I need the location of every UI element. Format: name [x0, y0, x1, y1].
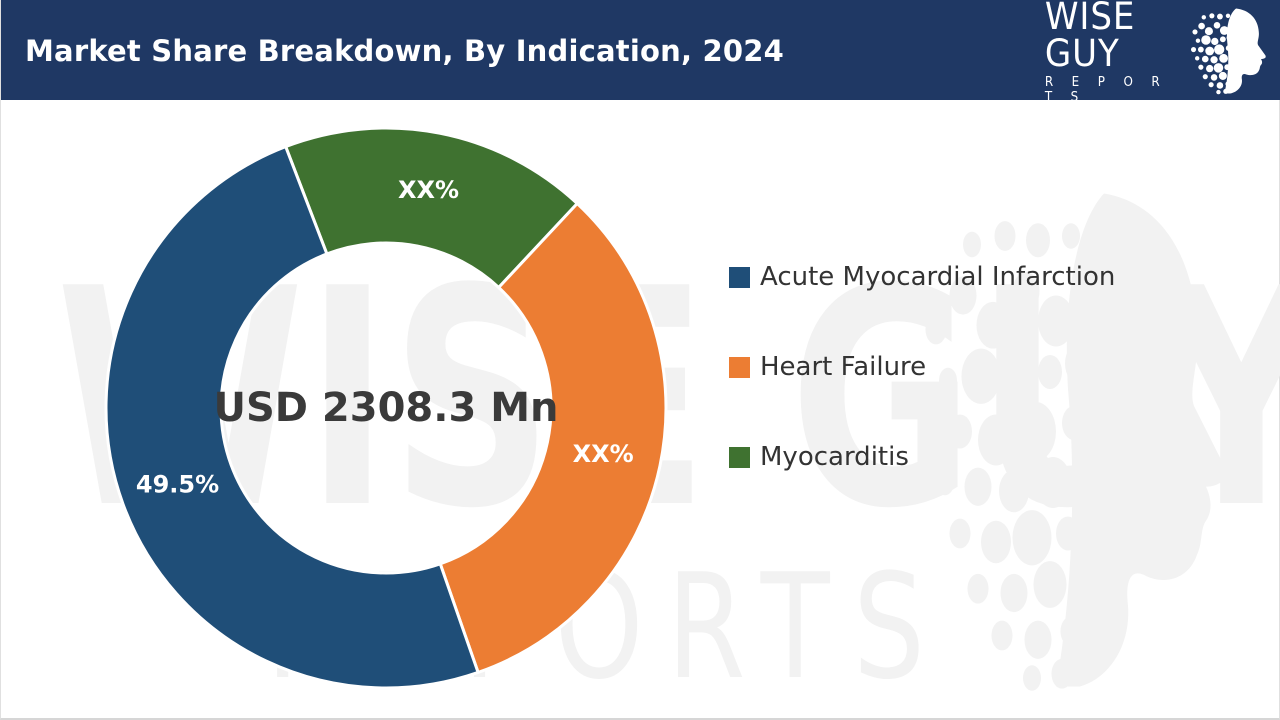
slice-label-heart-failure: XX%: [573, 440, 634, 468]
chart-legend: Acute Myocardial Infarction Heart Failure…: [729, 262, 1116, 536]
legend-swatch: [729, 356, 750, 378]
legend-label: Heart Failure: [760, 352, 927, 382]
legend-item: Heart Failure: [729, 352, 1115, 382]
slice-label-myocarditis: XX%: [398, 176, 459, 204]
logo-face-icon: [1183, 7, 1273, 95]
legend-label: Acute Myocardial Infarction: [760, 262, 1116, 292]
slice-label-acute-myocardial-infarction: 49.5%: [136, 470, 219, 498]
legend-swatch: [729, 446, 750, 468]
page-title: Market Share Breakdown, By Indication, 2…: [25, 34, 784, 68]
legend-item: Myocarditis: [729, 442, 1115, 472]
donut-slice-myocarditis: [284, 126, 579, 289]
legend-item: Acute Myocardial Infarction: [729, 262, 1116, 292]
wise-guy-reports-logo: WISE GUY R E P O R T S: [1033, 0, 1273, 105]
legend-swatch: [729, 266, 750, 288]
donut-slice-acute-myocardial-infarction: [104, 145, 480, 690]
chart-center-value: USD 2308.3 Mn: [213, 385, 559, 431]
logo-wiseguy-text: WISE GUY: [1044, 0, 1136, 75]
watermark: WISE GUY REPORTS: [1, 100, 1280, 718]
donut-slice-heart-failure: [438, 201, 668, 674]
legend-label: Myocarditis: [760, 442, 909, 472]
header-bar: Market Share Breakdown, By Indication, 2…: [1, 0, 1280, 105]
logo-reports-text: R E P O R T S: [1044, 74, 1168, 105]
